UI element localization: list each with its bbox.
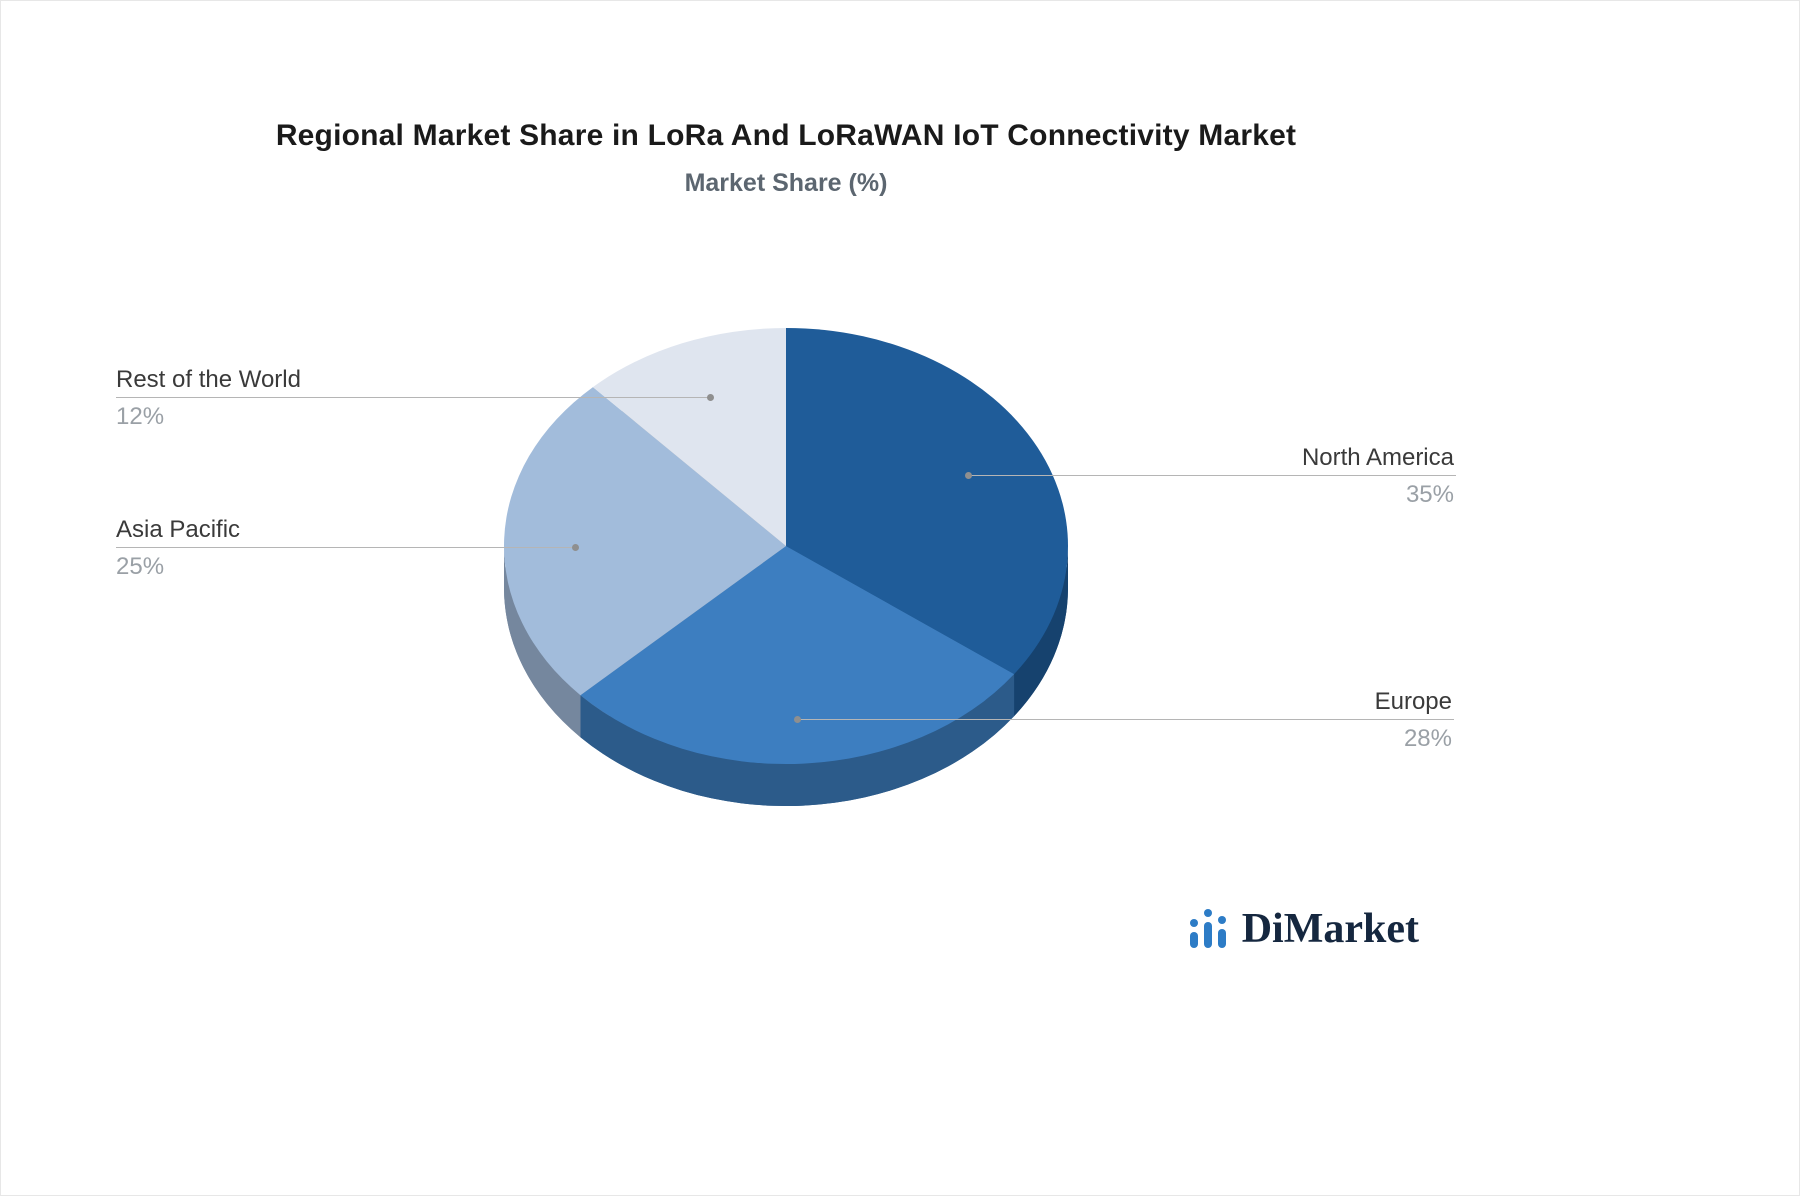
leader-dot-europe (794, 716, 801, 723)
chart-title: Regional Market Share in LoRa And LoRaWA… (275, 119, 1297, 152)
callout-value-europe: 28% (1403, 725, 1452, 752)
callout-label-north-america: North America (1301, 444, 1454, 471)
pie-slice-side-asia-pacific (504, 546, 581, 738)
callout-label-asia-pacific: Asia Pacific (116, 516, 241, 543)
callout-label-rest-of-the-world: Rest of the World (116, 366, 301, 393)
leader-dot-north-america (965, 472, 972, 479)
logo-bar (1189, 932, 1198, 948)
pie-slice-side-north-america (1014, 546, 1068, 717)
callout-value-north-america: 35% (1405, 481, 1454, 508)
callout-value-asia-pacific: 25% (116, 553, 165, 580)
dimarket-logo: DiMarket (1186, 906, 1419, 952)
leader-dot-rest-of-the-world (707, 394, 714, 401)
pie-slice-asia-pacific[interactable] (504, 387, 786, 696)
pie-slice-north-america[interactable] (786, 328, 1069, 675)
pie-slice-side-europe (580, 674, 1015, 806)
leader-line-asia-pacific (116, 547, 576, 548)
callout-label-europe: Europe (1374, 688, 1452, 715)
leader-dot-asia-pacific (572, 544, 579, 551)
logo-text: DiMarket (1241, 906, 1419, 952)
logo-bar (1203, 922, 1212, 948)
pie-slice-rest-of-the-world[interactable] (592, 328, 786, 546)
bar-chart-icon (1189, 909, 1226, 948)
callout-value-rest-of-the-world: 12% (116, 403, 165, 430)
pie-slice-europe[interactable] (580, 546, 1015, 764)
chart-subtitle: Market Share (%) (684, 169, 888, 197)
leader-line-north-america (969, 475, 1456, 476)
leader-line-europe (798, 719, 1454, 720)
leader-line-rest-of-the-world (116, 397, 711, 398)
logo-dot (1203, 909, 1212, 917)
logo-bar (1217, 929, 1226, 948)
logo-dot (1217, 916, 1226, 924)
logo-dot (1189, 919, 1198, 927)
